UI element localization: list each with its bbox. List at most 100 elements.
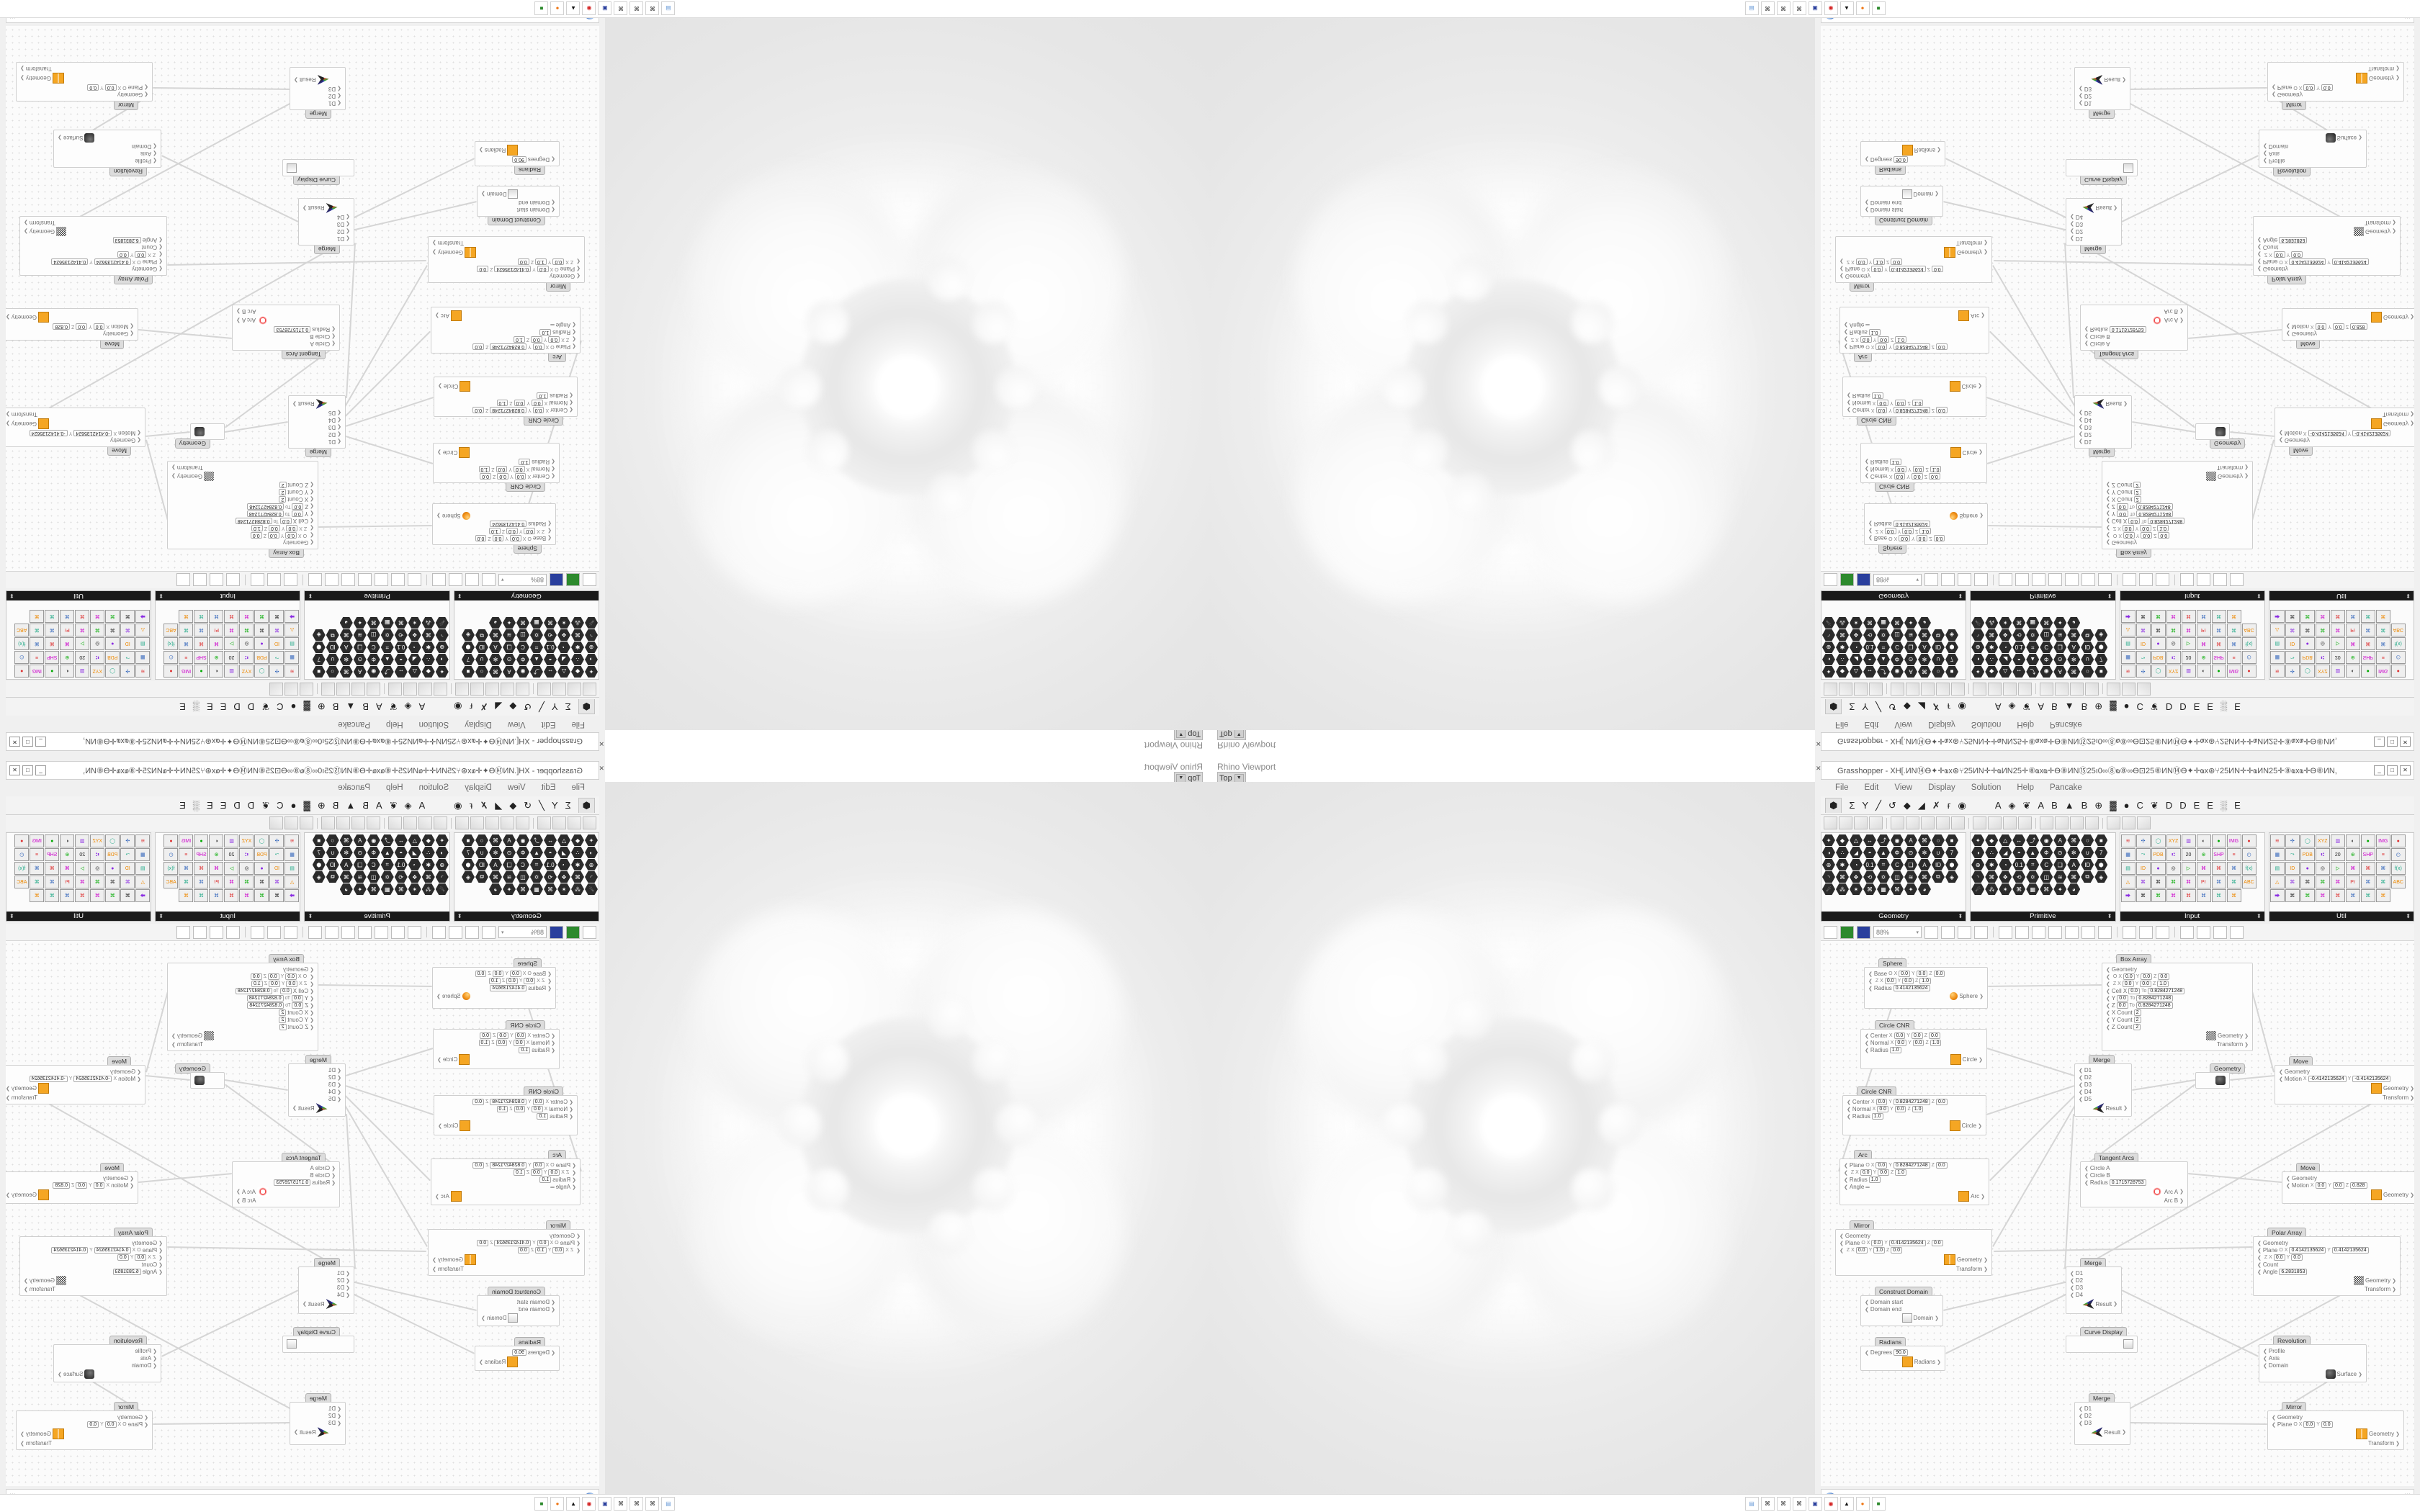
cluster-icon[interactable]: [375, 573, 388, 587]
input-port[interactable]: ❮: [1839, 1241, 1844, 1246]
component-icon[interactable]: Φ: [516, 654, 529, 665]
value-field[interactable]: 0.0: [477, 1240, 489, 1246]
node-title[interactable]: Sphere: [513, 544, 542, 554]
component-icon[interactable]: ⑆: [2315, 651, 2330, 664]
gha-icon[interactable]: [391, 925, 405, 939]
component-icon[interactable]: ❖: [408, 629, 421, 641]
node[interactable]: ❮ D1 ❮ D2 ❮ D3 ❮ D4 ❮ D5 Result ❯: [288, 1063, 346, 1117]
value-field[interactable]: 0.0: [2117, 510, 2128, 517]
value-field[interactable]: 0.0: [1928, 473, 1940, 480]
ribbon-tab-7[interactable]: ✗: [480, 701, 488, 713]
green-app-icon[interactable]: ■: [534, 1, 549, 16]
component-icon[interactable]: ⌘: [2285, 876, 2300, 888]
component-icon[interactable]: SHP: [45, 651, 60, 664]
component-icon[interactable]: ◑: [436, 654, 449, 665]
input-port[interactable]: ❮: [337, 410, 341, 415]
chevron-down-icon[interactable]: ▼: [1234, 729, 1244, 739]
input-port[interactable]: ❮: [1865, 1040, 1869, 1046]
input-port[interactable]: ❮: [2079, 1406, 2083, 1412]
component-icon[interactable]: ⌘: [2330, 610, 2345, 623]
component-icon[interactable]: ⌘: [2196, 889, 2211, 902]
value-field[interactable]: 0.0: [250, 532, 262, 539]
input-port[interactable]: ❮: [2263, 1356, 2267, 1362]
input-port[interactable]: ❮: [2079, 1089, 2083, 1095]
node-a-icon[interactable]: [2107, 683, 2120, 696]
component-icon[interactable]: ⌗: [1877, 642, 1890, 653]
ribbon-tab-8[interactable]: ғ: [1947, 701, 1951, 712]
menu-item-view[interactable]: View: [1894, 720, 1913, 729]
preview-shaded-icon[interactable]: [284, 573, 297, 587]
preview-eye-icon[interactable]: [465, 573, 479, 587]
menu-item-help[interactable]: Help: [2017, 720, 2035, 729]
input-port[interactable]: ❮: [1839, 266, 1844, 271]
component-icon[interactable]: ⌘: [395, 883, 408, 895]
input-port[interactable]: ❮: [2106, 989, 2110, 994]
component-icon[interactable]: f(x): [2390, 637, 2406, 650]
output-port[interactable]: ❯: [20, 75, 24, 81]
component-icon[interactable]: f(x): [2241, 637, 2257, 650]
node-title[interactable]: Revolution: [109, 166, 147, 176]
rotate-icon[interactable]: [1839, 816, 1852, 829]
component-icon[interactable]: ▦: [2026, 617, 2039, 629]
menu-item-file[interactable]: File: [571, 783, 585, 792]
component-icon[interactable]: ⤳: [2285, 848, 2300, 861]
ribbon-tab-10[interactable]: A: [1994, 800, 2002, 811]
component-icon[interactable]: 7: [1945, 847, 1958, 858]
palette-panel-title[interactable]: Input ⬍: [156, 591, 300, 600]
component-icon[interactable]: ◔: [408, 859, 421, 870]
value-field[interactable]: 0.0: [267, 973, 279, 980]
ribbon-tab-11[interactable]: ◈: [404, 701, 412, 713]
input-port[interactable]: ❮: [310, 1003, 314, 1009]
component-icon[interactable]: ⌘: [90, 889, 105, 902]
input-port[interactable]: ❮: [551, 1040, 555, 1046]
value-field[interactable]: 0.0: [76, 323, 88, 330]
component-icon[interactable]: ⌘: [179, 624, 194, 636]
value-field[interactable]: 0.0: [117, 1254, 129, 1261]
3dm-icon[interactable]: [388, 683, 402, 696]
component-icon[interactable]: ●: [105, 637, 120, 650]
component-icon[interactable]: ⧉: [475, 629, 488, 641]
value-field[interactable]: 0.0: [2158, 973, 2170, 980]
component-icon[interactable]: ⬢: [313, 859, 326, 870]
component-icon[interactable]: ⌘: [340, 629, 353, 641]
ribbon-tab-4[interactable]: ↺: [1888, 701, 1896, 713]
ribbon-tab-0[interactable]: ⬢: [1825, 699, 1842, 714]
component-icon[interactable]: ⌘: [2345, 610, 2360, 623]
component-icon[interactable]: ▲: [381, 654, 394, 665]
value-field[interactable]: 0.8284271248: [1893, 1099, 1930, 1105]
ribbon-tab-9[interactable]: ◉: [1958, 799, 1966, 811]
node[interactable]: ❮ D1 ❮ D2 ❮ D3 ❮ D4 ❮ D5 Result ❯: [2074, 1063, 2132, 1117]
component-icon[interactable]: ⌘: [2375, 637, 2390, 650]
input-port[interactable]: ❮: [2272, 91, 2276, 97]
input-port[interactable]: ❮: [1839, 1233, 1844, 1239]
component-icon[interactable]: ⌘: [2330, 889, 2345, 902]
ribbon-tab-13[interactable]: A: [375, 701, 382, 712]
component-icon[interactable]: ⌘: [45, 862, 60, 875]
input-port[interactable]: ❮: [1847, 392, 1851, 398]
component-icon[interactable]: 0.1: [544, 859, 557, 870]
component-icon[interactable]: ≋: [503, 629, 516, 641]
node[interactable]: ❮ D1 ❮ D2 ❮ D3 Result ❯: [2074, 67, 2130, 110]
component-icon[interactable]: ⌘: [2196, 610, 2211, 623]
value-field[interactable]: 0.4142135624: [51, 258, 89, 265]
value-field[interactable]: 0.0: [531, 400, 543, 406]
component-icon[interactable]: ◔: [1850, 642, 1863, 653]
value-field[interactable]: 0.0: [2140, 981, 2151, 987]
chevron-down-icon[interactable]: ▼: [1176, 773, 1186, 783]
input-port[interactable]: ❮: [1865, 156, 1869, 162]
output-port-2[interactable]: ❯: [432, 240, 436, 246]
component-icon[interactable]: ✦: [503, 883, 516, 895]
component-icon[interactable]: ⌘: [367, 617, 380, 629]
node-title[interactable]: Arc: [548, 352, 566, 362]
leaf-icon[interactable]: [403, 816, 417, 829]
input-port[interactable]: ❮: [2079, 93, 2083, 99]
component-icon[interactable]: ◢: [1850, 847, 1863, 858]
component-icon[interactable]: ▦: [2269, 651, 2285, 664]
component-icon[interactable]: ✦: [1822, 666, 1835, 678]
component-icon[interactable]: ⌘: [2315, 610, 2330, 623]
value-field[interactable]: 0.0: [510, 971, 521, 977]
shuffle-icon[interactable]: [308, 925, 322, 939]
value-field[interactable]: 0.0: [286, 981, 298, 987]
menu-item-display[interactable]: Display: [465, 720, 492, 729]
component-icon[interactable]: ▦: [135, 651, 151, 664]
